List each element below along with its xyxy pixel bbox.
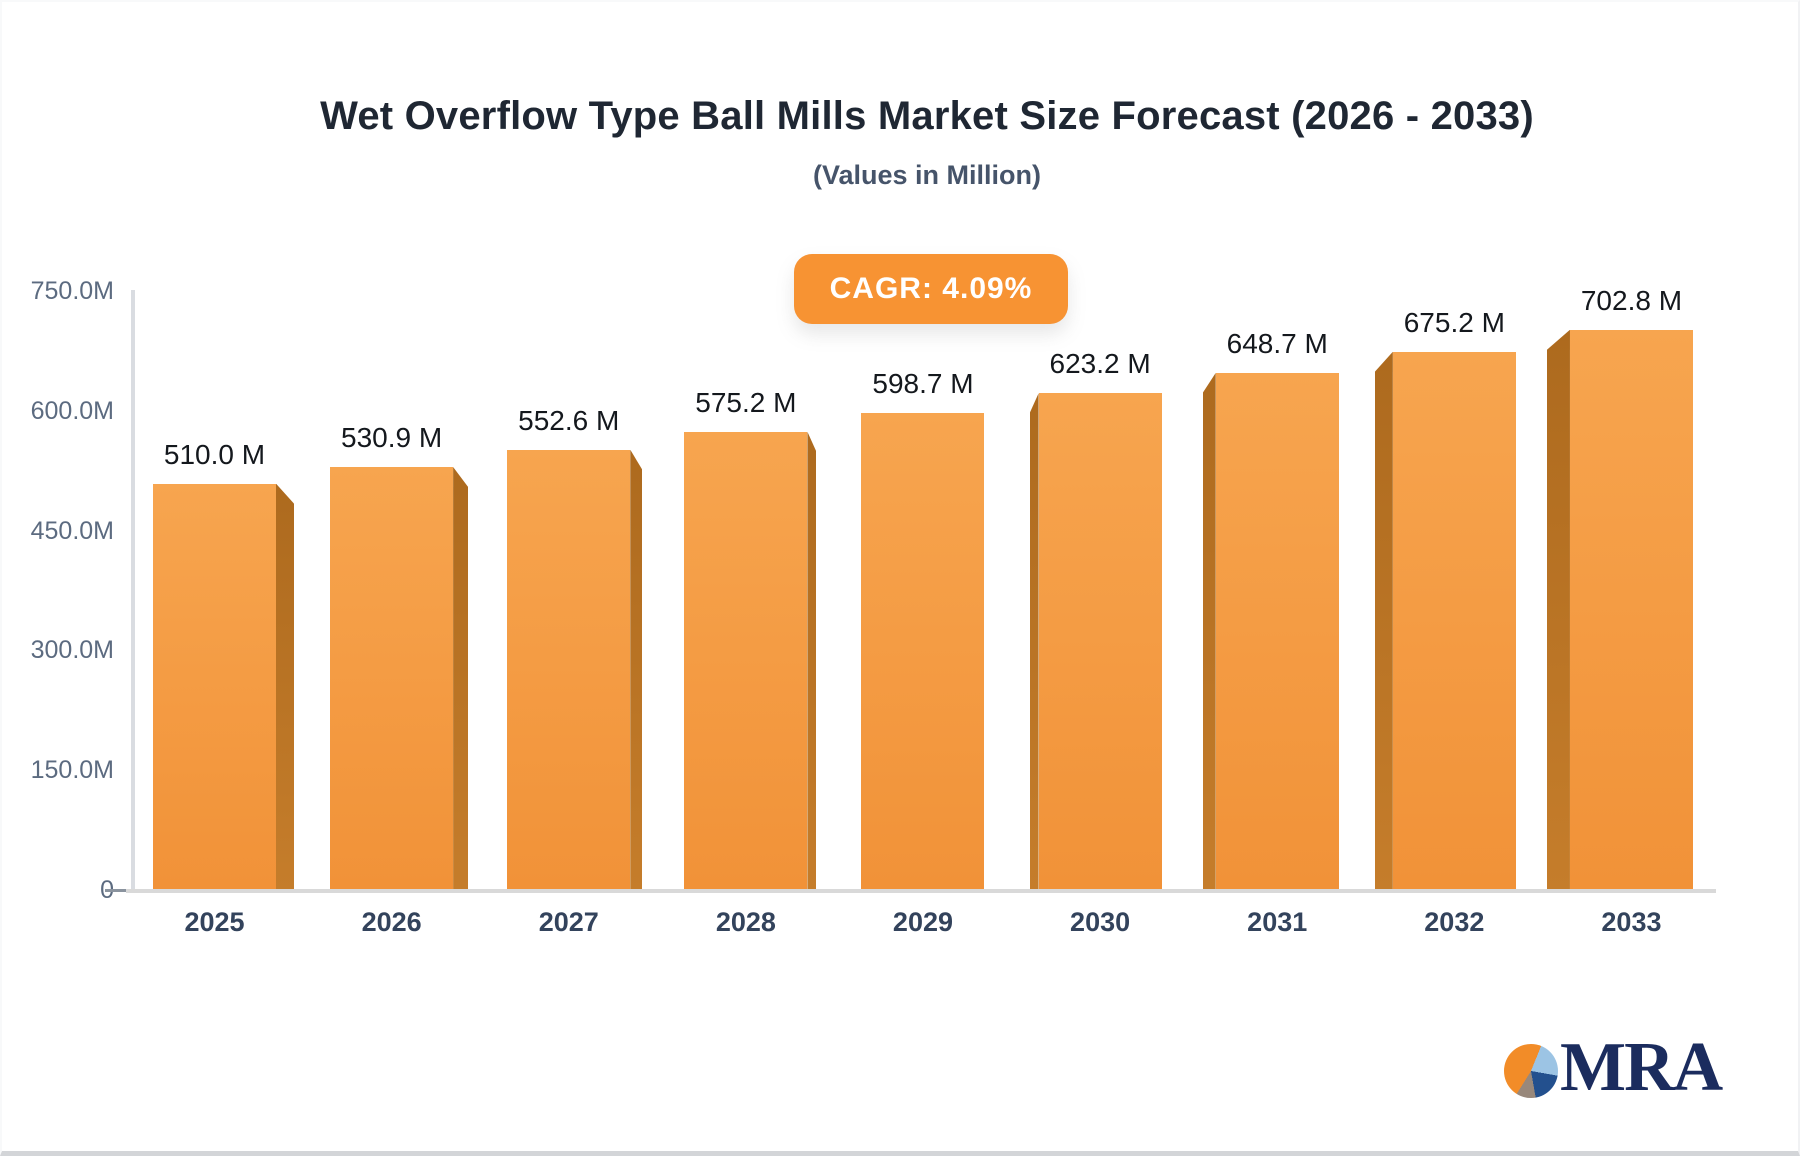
- chart-subtitle: (Values in Million): [812, 160, 1042, 190]
- x-axis-tick-label: 2029: [892, 907, 953, 937]
- zero-tick-mark: [105, 889, 127, 892]
- bar-value-label: 510.0 M: [163, 438, 266, 470]
- bar-2032: [1392, 351, 1516, 890]
- bar-value-label: 675.2 M: [1403, 306, 1505, 338]
- brand-logo-text: MRA: [1560, 1029, 1723, 1106]
- y-axis-tick-label: 450.0M: [30, 516, 114, 545]
- bar-value-label: 702.8 M: [1580, 284, 1683, 316]
- x-axis-tick-label: 2032: [1424, 907, 1485, 937]
- chart-title: Wet Overflow Type Ball Mills Market Size…: [320, 94, 1534, 138]
- bar-value-label: 648.7 M: [1226, 327, 1328, 359]
- x-axis-tick-label: 2028: [715, 907, 776, 937]
- y-axis-line: [131, 290, 135, 893]
- bar-3d-side-face: [1374, 351, 1393, 890]
- y-axis-tick-label: 0: [4, 876, 114, 905]
- bar-2025: [153, 483, 276, 890]
- bar-3d-side-face: [630, 449, 643, 890]
- bar-2027: [507, 449, 631, 890]
- bar-value-label: 530.9 M: [341, 421, 443, 453]
- x-axis-tick-label: 2025: [184, 907, 245, 937]
- pie-chart-logo-icon: [1504, 1044, 1558, 1098]
- bar-value-label: 598.7 M: [872, 367, 974, 399]
- y-axis-tick-label: 150.0M: [30, 756, 114, 785]
- cagr-badge: CAGR: 4.09%: [794, 254, 1068, 324]
- bar-2033: [1569, 329, 1693, 890]
- bar-2029: [861, 412, 985, 890]
- bar-3d-side-face: [1029, 393, 1039, 890]
- bar-2026: [330, 466, 454, 890]
- bar-2031: [1215, 372, 1339, 890]
- bar-3d-side-face: [276, 483, 294, 890]
- bar-value-label: 552.6 M: [518, 404, 620, 436]
- bar-2028: [684, 431, 808, 890]
- bar-3d-side-face: [1546, 329, 1570, 890]
- x-axis-tick-label: 2026: [361, 907, 422, 937]
- x-axis-tick-label: 2033: [1601, 907, 1662, 937]
- y-axis-tick-label: 750.0M: [30, 277, 114, 305]
- x-axis-tick-label: 2031: [1247, 907, 1308, 937]
- x-axis-tick-label: 2030: [1070, 907, 1131, 937]
- brand-logo: MRA: [1504, 1029, 1723, 1106]
- y-axis-tick-label: 600.0M: [30, 396, 114, 425]
- bar-value-label: 575.2 M: [695, 386, 797, 418]
- y-axis-tick-label: 300.0M: [30, 636, 114, 665]
- bar-3d-side-face: [1202, 372, 1216, 890]
- x-axis-tick-label: 2027: [538, 907, 599, 937]
- bar-value-label: 623.2 M: [1049, 348, 1151, 380]
- bar-2030: [1038, 393, 1162, 890]
- bar-3d-side-face: [807, 431, 817, 890]
- bar-3d-side-face: [453, 466, 469, 890]
- x-axis-baseline: [126, 889, 1716, 893]
